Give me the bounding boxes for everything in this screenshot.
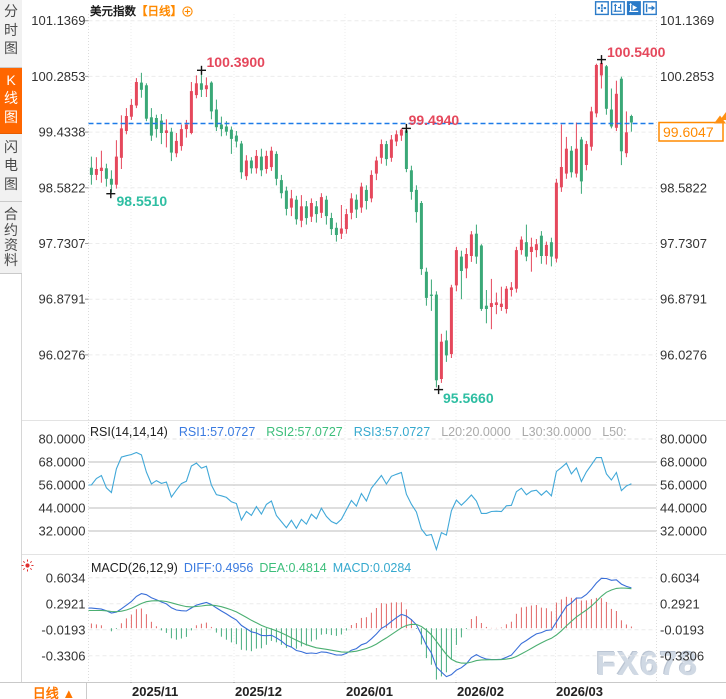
- svg-text:97.7307: 97.7307: [660, 236, 707, 251]
- svg-text:-0.3306: -0.3306: [41, 648, 85, 663]
- svg-text:98.5822: 98.5822: [39, 180, 86, 195]
- svg-text:99.4940: 99.4940: [409, 112, 460, 128]
- svg-text:-0.3306: -0.3306: [660, 648, 704, 663]
- svg-text:0.6034: 0.6034: [660, 570, 700, 585]
- svg-text:96.0276: 96.0276: [39, 347, 86, 362]
- svg-text:56.0000: 56.0000: [39, 478, 86, 493]
- svg-text:100.2853: 100.2853: [660, 69, 714, 84]
- svg-text:96.8791: 96.8791: [660, 292, 707, 307]
- svg-text:68.0000: 68.0000: [39, 455, 86, 470]
- svg-text:98.5510: 98.5510: [117, 193, 168, 209]
- svg-text:100.3900: 100.3900: [207, 54, 266, 70]
- svg-text:56.0000: 56.0000: [660, 478, 707, 493]
- svg-text:32.0000: 32.0000: [39, 524, 86, 539]
- svg-text:80.0000: 80.0000: [39, 432, 86, 447]
- svg-text:101.1369: 101.1369: [31, 13, 85, 28]
- svg-text:97.7307: 97.7307: [39, 236, 86, 251]
- svg-text:-0.0193: -0.0193: [660, 622, 704, 637]
- svg-text:0.6034: 0.6034: [46, 570, 86, 585]
- svg-text:-0.0193: -0.0193: [41, 622, 85, 637]
- svg-text:44.0000: 44.0000: [39, 501, 86, 516]
- svg-text:100.2853: 100.2853: [31, 69, 85, 84]
- svg-text:96.0276: 96.0276: [660, 347, 707, 362]
- svg-text:98.5822: 98.5822: [660, 180, 707, 195]
- svg-text:0.2921: 0.2921: [660, 596, 700, 611]
- svg-text:101.1369: 101.1369: [660, 13, 714, 28]
- svg-text:99.6047: 99.6047: [663, 124, 714, 140]
- svg-text:80.0000: 80.0000: [660, 432, 707, 447]
- svg-text:44.0000: 44.0000: [660, 501, 707, 516]
- svg-text:100.5400: 100.5400: [607, 44, 666, 60]
- svg-text:96.8791: 96.8791: [39, 292, 86, 307]
- svg-text:32.0000: 32.0000: [660, 524, 707, 539]
- svg-text:0.2921: 0.2921: [46, 596, 86, 611]
- svg-text:99.4338: 99.4338: [39, 125, 86, 140]
- svg-text:95.5660: 95.5660: [443, 390, 494, 406]
- svg-text:68.0000: 68.0000: [660, 455, 707, 470]
